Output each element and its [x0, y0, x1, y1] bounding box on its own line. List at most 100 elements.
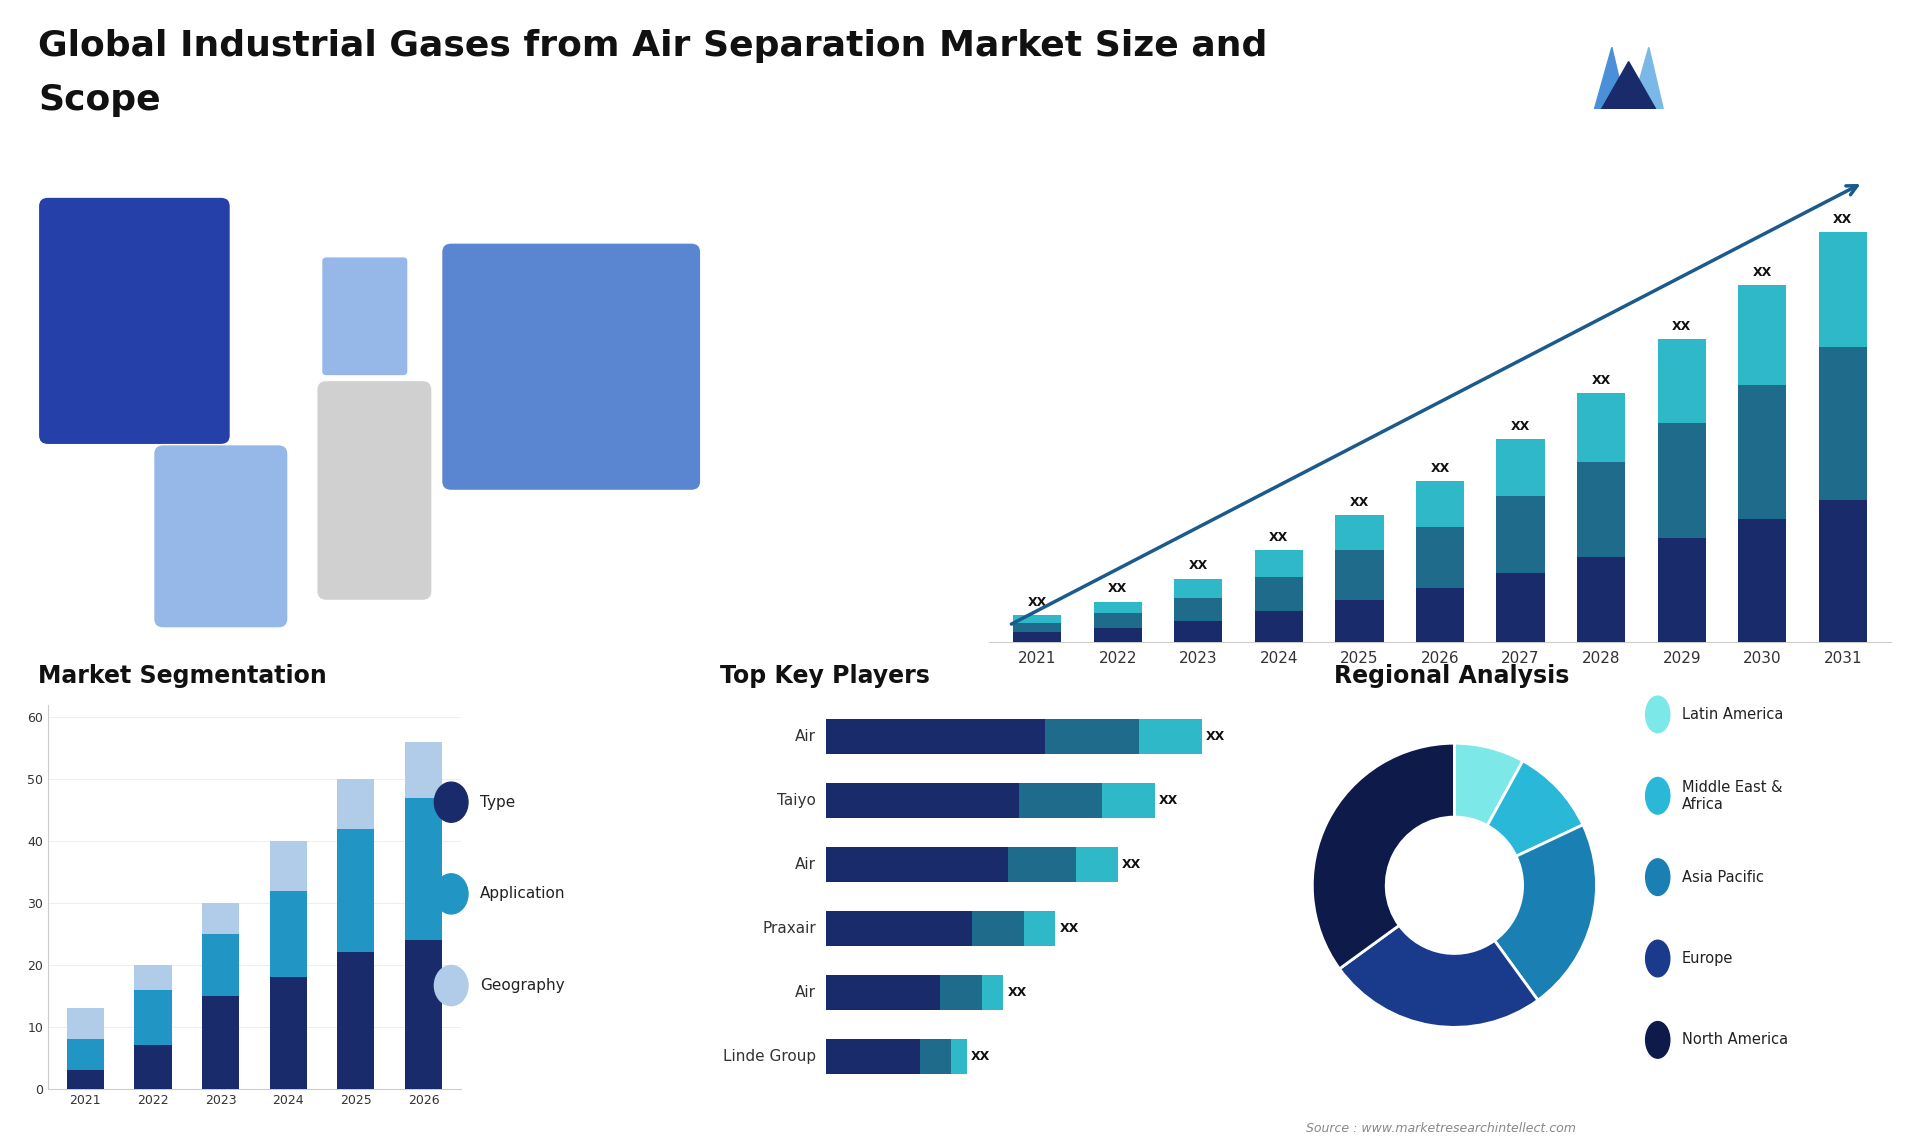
- Bar: [67, 1070, 104, 1089]
- Bar: [1094, 628, 1142, 642]
- Bar: [1254, 576, 1304, 611]
- Polygon shape: [1597, 62, 1659, 115]
- Text: XX: XX: [1027, 596, 1046, 609]
- Bar: [269, 841, 307, 890]
- Text: XX: XX: [1350, 496, 1369, 509]
- Bar: [1254, 550, 1304, 576]
- Bar: [826, 1039, 920, 1074]
- Bar: [134, 990, 171, 1045]
- Text: Application: Application: [480, 886, 566, 902]
- Bar: [338, 779, 374, 829]
- Bar: [405, 741, 442, 798]
- Bar: [202, 996, 240, 1089]
- Circle shape: [1645, 696, 1670, 732]
- Text: Air: Air: [795, 986, 816, 1000]
- Bar: [1175, 598, 1223, 621]
- Text: XX: XX: [1121, 858, 1142, 871]
- Polygon shape: [1628, 47, 1665, 119]
- Text: XX: XX: [1060, 923, 1079, 935]
- Bar: [1175, 579, 1223, 598]
- Circle shape: [1645, 858, 1670, 895]
- Wedge shape: [1313, 744, 1455, 968]
- Text: Air: Air: [795, 729, 816, 744]
- Bar: [1020, 783, 1102, 818]
- Bar: [826, 975, 941, 1011]
- Text: XX: XX: [1008, 987, 1027, 999]
- Circle shape: [1645, 940, 1670, 976]
- Bar: [1077, 847, 1117, 882]
- Text: XX: XX: [1834, 213, 1853, 226]
- Text: Europe: Europe: [1682, 951, 1734, 966]
- Text: XX: XX: [1188, 559, 1208, 572]
- Text: Praxair: Praxair: [762, 921, 816, 936]
- Bar: [826, 783, 1020, 818]
- Bar: [1576, 462, 1626, 557]
- Bar: [338, 829, 374, 952]
- Text: Top Key Players: Top Key Players: [720, 664, 929, 688]
- FancyBboxPatch shape: [154, 445, 288, 628]
- Bar: [1102, 783, 1154, 818]
- Text: Linde Group: Linde Group: [722, 1050, 816, 1065]
- Text: XX: XX: [1269, 531, 1288, 543]
- Bar: [338, 952, 374, 1089]
- Bar: [826, 847, 1008, 882]
- Text: XX: XX: [1511, 419, 1530, 432]
- Text: XX: XX: [1160, 794, 1179, 807]
- FancyBboxPatch shape: [323, 257, 409, 376]
- Bar: [405, 940, 442, 1089]
- Bar: [202, 934, 240, 996]
- Circle shape: [1645, 777, 1670, 814]
- Bar: [1415, 588, 1465, 642]
- Text: Geography: Geography: [480, 978, 564, 994]
- Bar: [134, 965, 171, 990]
- Bar: [269, 978, 307, 1089]
- Circle shape: [434, 782, 468, 823]
- Bar: [67, 1039, 104, 1070]
- Bar: [1818, 347, 1866, 500]
- Bar: [1094, 602, 1142, 613]
- Text: Type: Type: [480, 794, 515, 810]
- Text: XX: XX: [1430, 462, 1450, 474]
- Bar: [1014, 615, 1062, 622]
- Wedge shape: [1494, 825, 1596, 1000]
- Text: Latin America: Latin America: [1682, 707, 1784, 722]
- Text: Scope: Scope: [38, 83, 161, 117]
- Text: North America: North America: [1682, 1033, 1788, 1047]
- Bar: [983, 975, 1002, 1011]
- Text: XX: XX: [1108, 582, 1127, 596]
- Bar: [1818, 231, 1866, 347]
- Bar: [941, 975, 983, 1011]
- Bar: [1496, 496, 1546, 573]
- Text: Taiyo: Taiyo: [778, 793, 816, 808]
- Text: XX: XX: [1672, 320, 1692, 333]
- Wedge shape: [1453, 744, 1523, 825]
- FancyBboxPatch shape: [38, 197, 230, 445]
- Bar: [202, 903, 240, 934]
- Bar: [1139, 720, 1202, 754]
- Bar: [1496, 573, 1546, 642]
- Text: Asia Pacific: Asia Pacific: [1682, 870, 1764, 885]
- Bar: [1334, 550, 1384, 599]
- Circle shape: [434, 873, 468, 915]
- Text: MARKET: MARKET: [1707, 50, 1761, 64]
- Bar: [67, 1008, 104, 1039]
- FancyBboxPatch shape: [442, 243, 701, 490]
- Text: INTELLECT: INTELLECT: [1707, 108, 1776, 121]
- Text: Source : www.marketresearchintellect.com: Source : www.marketresearchintellect.com: [1306, 1122, 1576, 1135]
- Text: Global Industrial Gases from Air Separation Market Size and: Global Industrial Gases from Air Separat…: [38, 29, 1267, 63]
- Polygon shape: [1592, 47, 1628, 119]
- FancyBboxPatch shape: [317, 380, 432, 601]
- Bar: [826, 911, 972, 947]
- Bar: [1014, 633, 1062, 642]
- Bar: [1044, 720, 1139, 754]
- Bar: [1334, 516, 1384, 550]
- Bar: [134, 1045, 171, 1089]
- Bar: [269, 890, 307, 978]
- Bar: [1094, 613, 1142, 628]
- Text: XX: XX: [1592, 374, 1611, 386]
- Text: Air: Air: [795, 857, 816, 872]
- Bar: [1738, 285, 1786, 385]
- Bar: [1738, 385, 1786, 519]
- Bar: [1415, 481, 1465, 527]
- Text: XX: XX: [972, 1050, 991, 1063]
